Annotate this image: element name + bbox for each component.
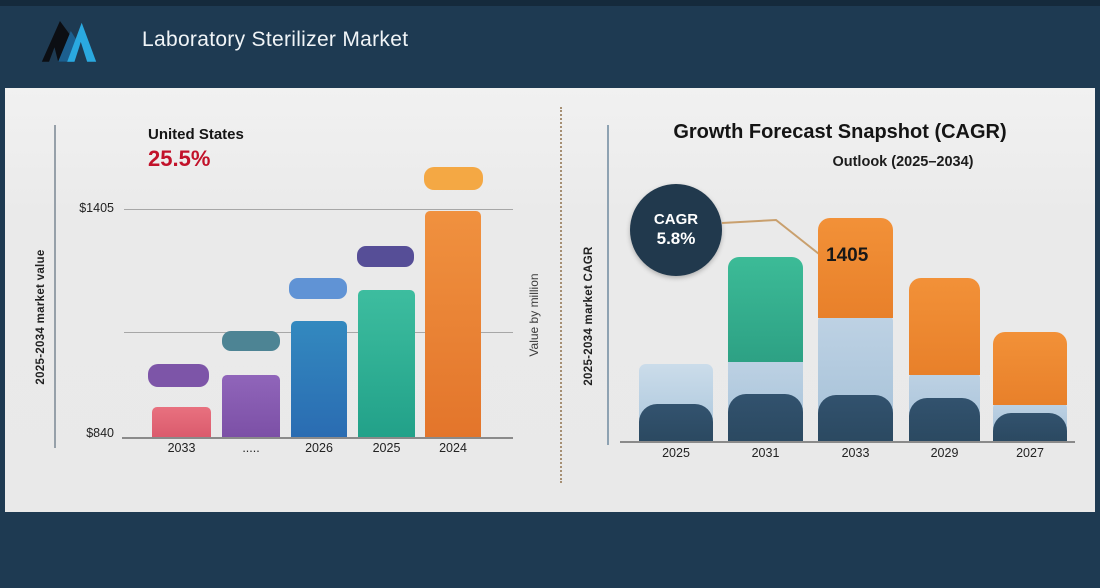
- right-chart-title: Growth Forecast Snapshot (CAGR): [673, 121, 1007, 143]
- bar-cap-2026: [289, 278, 347, 299]
- gridline-1405: [124, 209, 513, 210]
- callout-connector-line: [721, 218, 820, 255]
- page-title: Laboratory Sterilizer Market: [142, 28, 409, 51]
- right-chart-x-axis: [620, 441, 1075, 443]
- bar-value-callout: 1405: [826, 245, 869, 266]
- x-axis-label: 2027: [1016, 446, 1044, 460]
- left-chart-country-label: United States: [148, 126, 244, 143]
- bar-segment-2031-2: [728, 394, 803, 441]
- left-chart-x-axis: [122, 437, 513, 439]
- x-axis-label: 2026: [305, 441, 333, 455]
- bar-body-2026: [291, 321, 347, 437]
- bar-cap-2025: [357, 246, 414, 267]
- bar-segment-2027-2: [993, 413, 1067, 441]
- bar-cap-2033: [148, 364, 209, 387]
- left-edge-border: [0, 88, 5, 512]
- left-chart-y-axis-title: 2025-2034 market value: [35, 249, 47, 385]
- bar-segment-2033-2: [818, 395, 893, 441]
- bar-segment-2031-1: [728, 257, 803, 362]
- x-axis-label: 2033: [167, 441, 196, 455]
- bar-body-2024: [425, 211, 481, 437]
- right-edge-border: [1095, 88, 1100, 512]
- bar-segment-2027-1: [993, 332, 1067, 405]
- cagr-badge-label: CAGR: [653, 211, 699, 228]
- right-chart-subtitle: Outlook (2025–2034): [832, 154, 974, 170]
- bar-segment-2025-1: [639, 404, 713, 441]
- bar-segment-2029-2: [909, 398, 980, 441]
- right-chart-y-axis-title: 2025-2034 market CAGR: [583, 246, 595, 386]
- header-top-accent: [0, 0, 1100, 6]
- ama-logo-icon: [41, 20, 97, 62]
- y-tick-1405: $1405: [79, 201, 114, 215]
- bar-body-.....: [222, 375, 280, 437]
- right-chart-y-axis: [607, 125, 609, 445]
- x-axis-label: 2025: [662, 446, 690, 460]
- cagr-badge: CAGR 5.8%: [630, 184, 722, 276]
- x-axis-label: 2029: [930, 446, 959, 460]
- left-chart-y-axis: [54, 125, 56, 448]
- x-axis-label: .....: [242, 441, 260, 455]
- section-divider-dotted-line: [560, 107, 562, 483]
- footer-band: @ All Market Analysis Snapshot GlobalLab…: [0, 512, 1100, 588]
- left-chart-percent-value: 25.5%: [148, 146, 211, 171]
- header-band: Laboratory Sterilizer Market: [0, 0, 1100, 88]
- bar-segment-2029-1: [909, 278, 980, 375]
- bar-cap-.....: [222, 331, 280, 351]
- x-axis-label: 2024: [439, 441, 467, 455]
- x-axis-label: 2031: [751, 446, 780, 460]
- bar-cap-2024: [424, 167, 483, 190]
- bar-segment-2033-1: [818, 218, 893, 318]
- y-tick-840: $840: [86, 426, 114, 440]
- bar-body-2025: [358, 290, 415, 437]
- x-axis-label: 2033: [841, 446, 870, 460]
- cagr-badge-value: 5.8%: [656, 229, 696, 248]
- x-axis-label: 2025: [372, 441, 401, 455]
- value-by-million-label: Value by million: [527, 273, 541, 357]
- bar-body-2033: [152, 407, 211, 437]
